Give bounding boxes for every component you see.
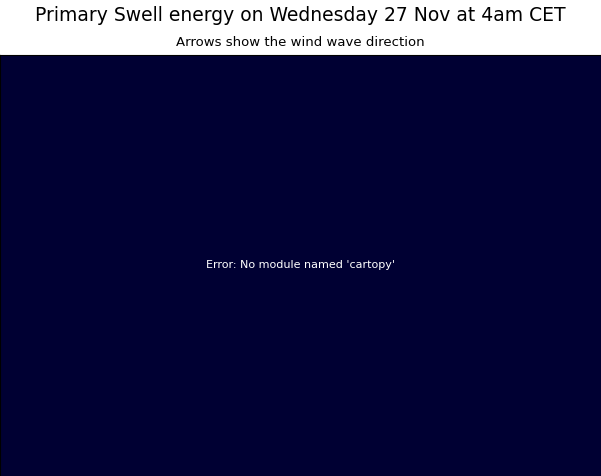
Text: Error: No module named 'cartopy': Error: No module named 'cartopy'	[206, 260, 395, 270]
Text: Arrows show the wind wave direction: Arrows show the wind wave direction	[176, 36, 425, 49]
Text: Primary Swell energy on Wednesday 27 Nov at 4am CET: Primary Swell energy on Wednesday 27 Nov…	[35, 6, 566, 25]
